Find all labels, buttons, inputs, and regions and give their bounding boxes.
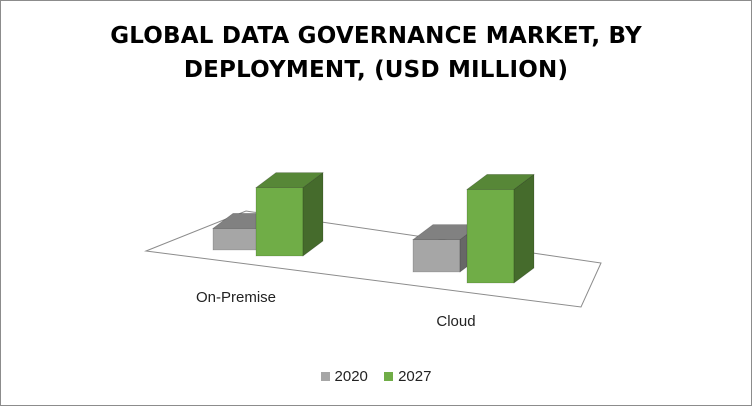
legend-item-2020: 2020 xyxy=(320,368,368,385)
category-label-on-premise: On-Premise xyxy=(196,289,276,306)
bar-on-premise-2027-side xyxy=(302,172,324,257)
bar-cloud-2027-top xyxy=(466,174,535,190)
bar-cloud-2027-front xyxy=(466,189,515,284)
bar-cloud-2027 xyxy=(466,173,535,284)
legend-label-2020: 2020 xyxy=(334,368,368,385)
legend: 2020 2027 xyxy=(1,368,751,385)
bar-cloud-2027-side xyxy=(513,173,535,284)
category-label-cloud: Cloud xyxy=(436,313,475,330)
bar-cloud-2020-front xyxy=(412,239,461,273)
legend-label-2027: 2027 xyxy=(398,368,432,385)
bar-on-premise-2027-top xyxy=(255,172,324,188)
chart-title: GLOBAL DATA GOVERNANCE MARKET, BY DEPLOYM… xyxy=(110,23,642,83)
legend-swatch-2027 xyxy=(384,372,394,381)
bar-on-premise-2027-front xyxy=(255,187,304,257)
legend-item-2027: 2027 xyxy=(384,368,431,385)
legend-swatch-2020 xyxy=(320,372,330,381)
bar-on-premise-2027 xyxy=(255,172,324,257)
bars-layer xyxy=(212,172,535,284)
bar-on-premise-2020-front xyxy=(212,228,261,251)
